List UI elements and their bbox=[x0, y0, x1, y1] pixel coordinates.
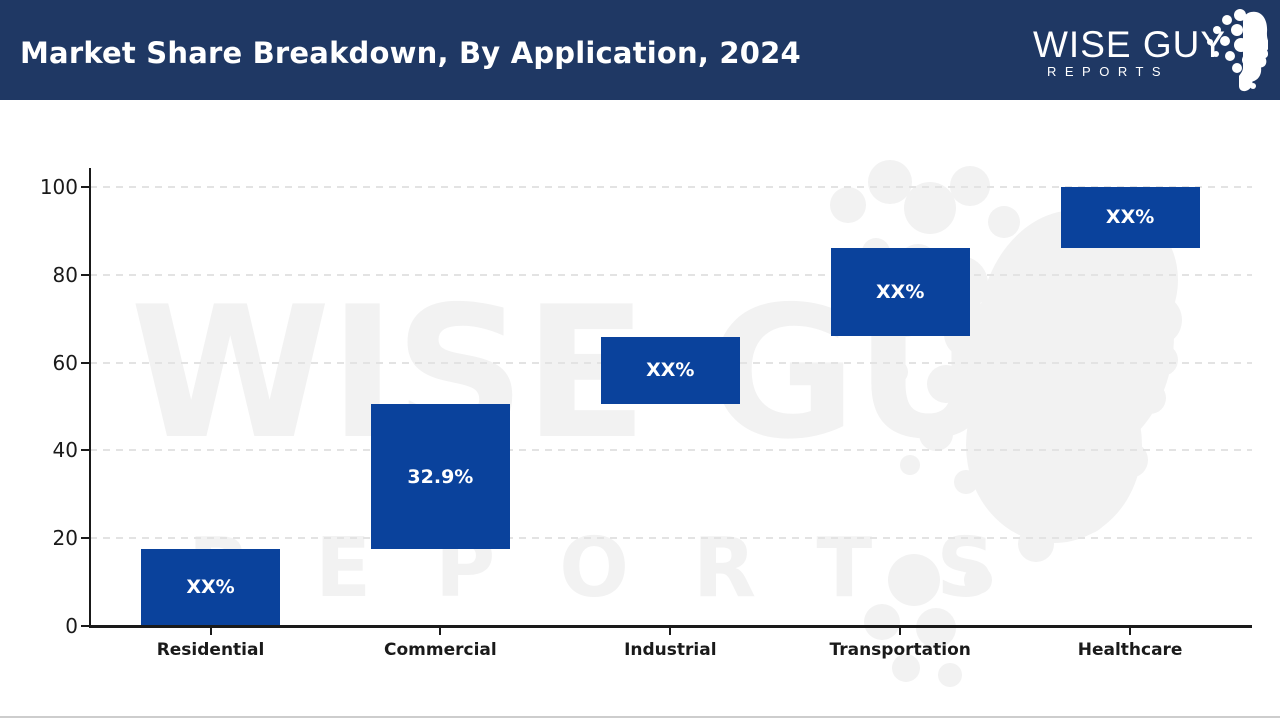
gridline-40 bbox=[90, 449, 1252, 452]
y-tick-mark bbox=[81, 625, 89, 627]
bar-transportation: XX% bbox=[830, 248, 970, 337]
page-title: Market Share Breakdown, By Application, … bbox=[20, 36, 801, 70]
watermark-face-icon bbox=[830, 160, 1182, 687]
y-tick-mark bbox=[81, 186, 89, 188]
y-tick-label: 20 bbox=[52, 526, 78, 551]
x-tick-label-residential: Residential bbox=[156, 640, 265, 660]
bar-value-label: XX% bbox=[1105, 206, 1155, 229]
x-tick-label-industrial: Industrial bbox=[624, 640, 717, 660]
watermark-sub-wordmark: REPORTS bbox=[188, 521, 1060, 616]
bar-industrial: XX% bbox=[600, 337, 740, 404]
wiseguy-logo: WISE GUY REPORTS bbox=[998, 6, 1268, 94]
y-tick-mark bbox=[81, 449, 89, 452]
x-tick-mark bbox=[439, 627, 442, 635]
y-tick-mark bbox=[81, 273, 89, 276]
bar-residential: XX% bbox=[141, 548, 280, 626]
gridline-100 bbox=[90, 186, 1252, 188]
logo-sub-wordmark: REPORTS bbox=[1047, 64, 1170, 79]
gridline-20 bbox=[90, 537, 1252, 540]
bar-value-label: 32.9% bbox=[407, 465, 474, 488]
logo-wordmark: WISE GUY bbox=[1033, 24, 1227, 65]
wiseguy-face-icon bbox=[1207, 9, 1268, 92]
y-tick-mark bbox=[81, 537, 89, 540]
y-tick-label: 100 bbox=[39, 175, 78, 199]
y-axis-line bbox=[89, 168, 91, 627]
x-tick-mark bbox=[669, 627, 672, 635]
bottom-divider bbox=[0, 716, 1280, 718]
header: Market Share Breakdown, By Application, … bbox=[0, 0, 1280, 100]
y-tick-mark bbox=[81, 361, 89, 364]
y-tick-label: 40 bbox=[52, 438, 78, 463]
x-axis-line bbox=[89, 625, 1252, 628]
y-tick-label: 80 bbox=[52, 262, 78, 287]
bar-healthcare: XX% bbox=[1060, 187, 1200, 248]
x-tick-label-transportation: Transportation bbox=[829, 640, 971, 660]
x-tick-mark bbox=[209, 627, 212, 635]
x-tick-label-healthcare: Healthcare bbox=[1077, 640, 1183, 660]
gridline-80 bbox=[90, 273, 1252, 276]
x-tick-label-commercial: Commercial bbox=[384, 640, 497, 660]
x-tick-mark bbox=[1129, 627, 1132, 635]
bar-value-label: XX% bbox=[646, 359, 695, 382]
y-tick-label: 60 bbox=[52, 350, 78, 375]
bar-value-label: XX% bbox=[876, 281, 925, 304]
y-tick-label: 0 bbox=[65, 614, 78, 638]
bar-commercial: 32.9% bbox=[370, 404, 510, 549]
bar-value-label: XX% bbox=[186, 576, 235, 599]
x-tick-mark bbox=[899, 627, 902, 635]
